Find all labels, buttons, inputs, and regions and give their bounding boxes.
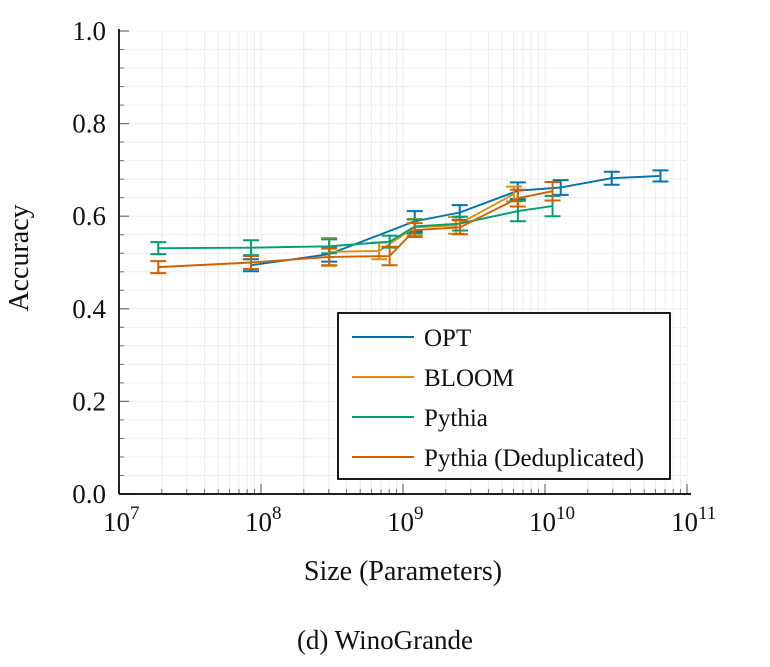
y-axis-title: Accuracy [4, 204, 35, 311]
series-pythia [150, 194, 561, 257]
series-line [158, 205, 553, 250]
y-tick-label: 0.2 [72, 386, 106, 416]
axis-lines [118, 29, 691, 495]
legend: OPT BLOOM Pythia Pythia (Deduplicated) [337, 312, 671, 480]
y-tick-label: 0.4 [72, 294, 106, 324]
legend-box [337, 312, 671, 480]
series-line [250, 174, 661, 267]
y-tick-label: 1.0 [72, 16, 106, 46]
x-tick-label: 109 [387, 503, 424, 537]
series-pythia-deduplicated [150, 180, 561, 275]
x-tick-label: 107 [103, 503, 140, 537]
y-tick-label: 0.8 [72, 109, 106, 139]
x-tick-label: 1010 [529, 503, 575, 537]
data-series [150, 169, 669, 275]
y-tick-label: 0.0 [72, 479, 106, 509]
x-axis-title: Size (Parameters) [304, 556, 502, 587]
y-tick-label: 0.6 [72, 201, 106, 231]
x-tick-label: 1011 [671, 503, 716, 537]
legend-label-pythia-dedup: Pythia (Deduplicated) [424, 445, 644, 472]
series-line [158, 190, 553, 269]
figure-caption: (d) WinoGrande [297, 625, 473, 655]
legend-label-bloom: BLOOM [424, 365, 514, 392]
legend-label-opt: OPT [424, 325, 471, 352]
legend-label-pythia: Pythia [424, 405, 488, 432]
x-tick-label: 108 [245, 503, 282, 537]
